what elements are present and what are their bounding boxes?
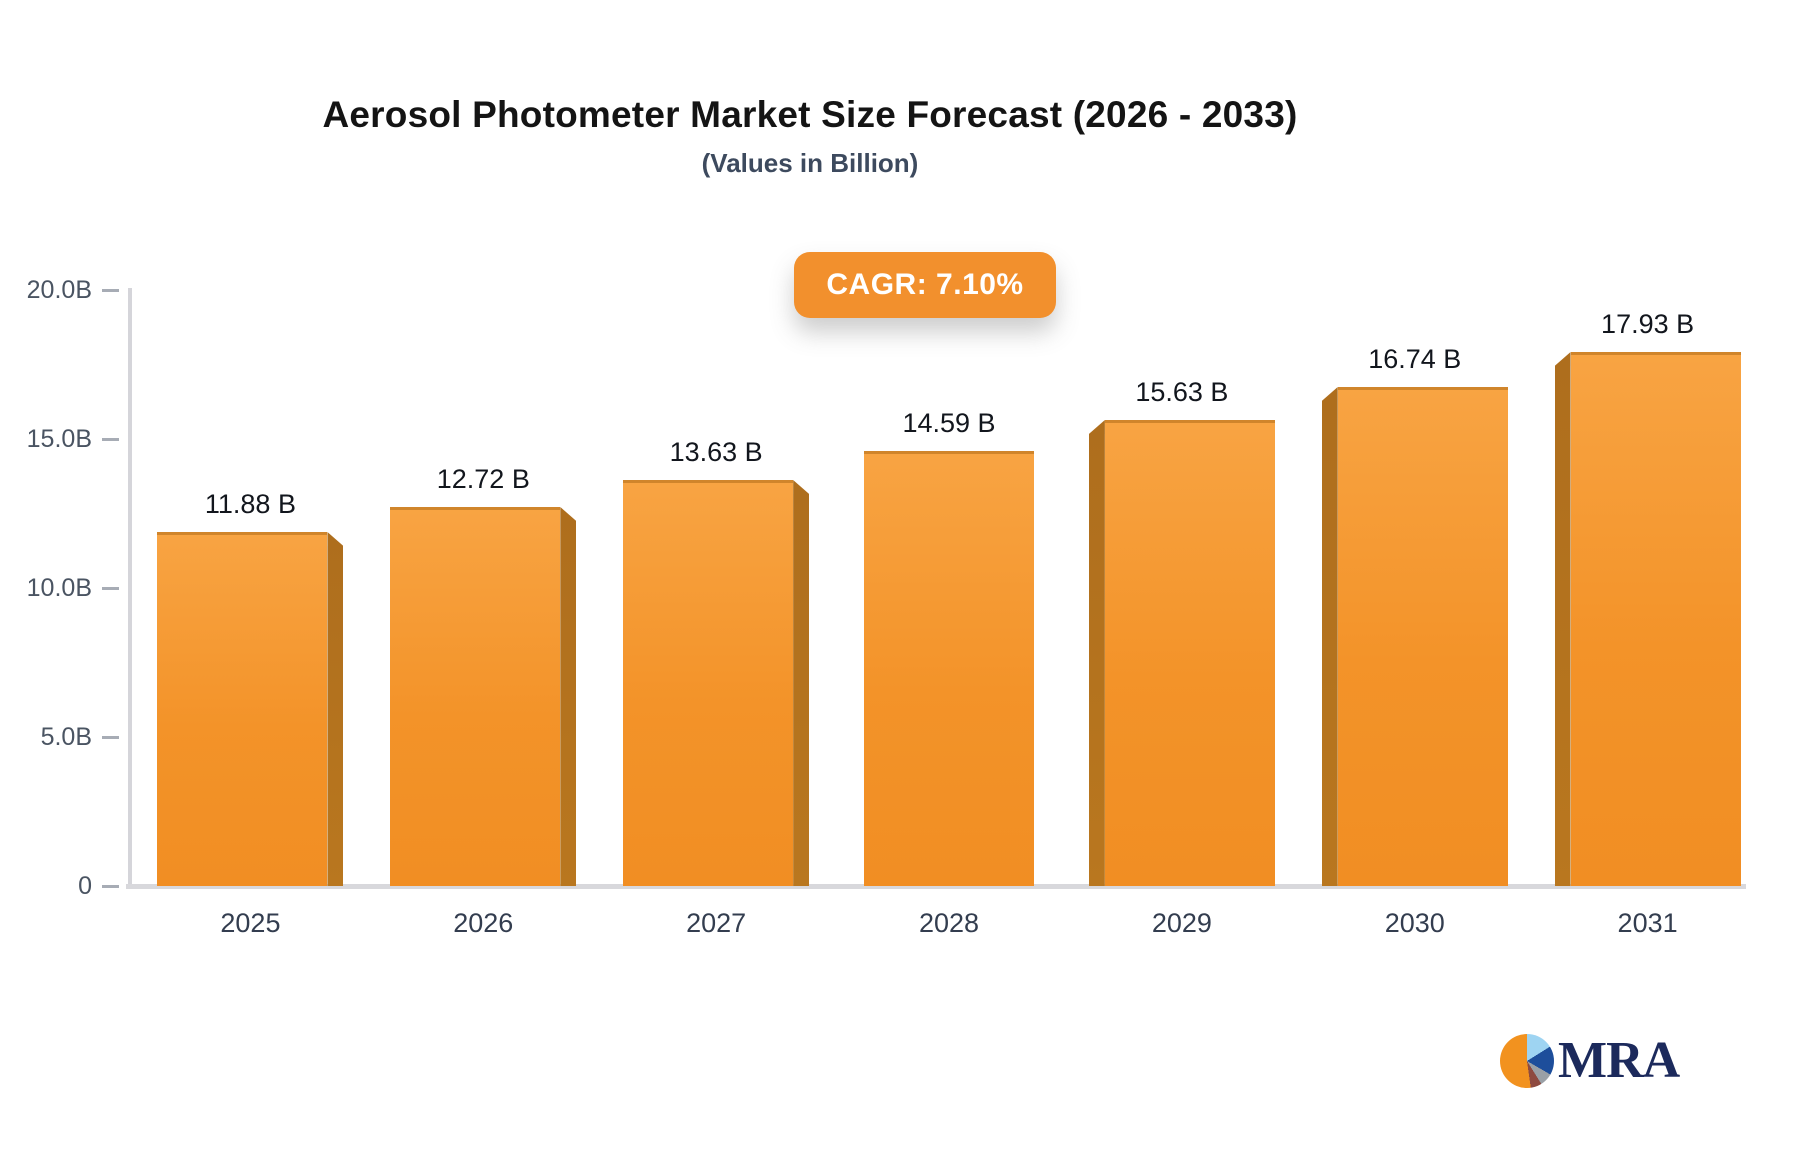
bar-column-2027: 13.63 B 2027 [600,246,833,938]
bar-value-label: 14.59 B [902,408,996,438]
bar-side-face [560,507,577,886]
bar-value-label: 13.63 B [669,437,763,467]
x-tick-label: 2028 [918,908,980,938]
y-tick-label: 10.0B [26,574,92,602]
x-tick-label: 2029 [1151,908,1212,938]
bar-2027 [623,480,810,886]
bar-value-label: 11.88 B [204,489,296,519]
bar-column-2030: 16.74 B 2030 [1298,246,1531,938]
y-tick-dash [102,587,119,590]
bar-value-label: 15.63 B [1135,377,1229,407]
y-tick-dash [102,289,119,292]
bar-column-2025: 11.88 B 2025 [134,246,367,938]
bar-column-2029: 15.63 B 2029 [1065,246,1298,938]
cagr-badge: CAGR: 7.10% [794,252,1056,318]
y-tick-label: 0 [78,872,92,900]
chart-title: Aerosol Photometer Market Size Forecast … [322,94,1298,135]
bar-2031 [1554,352,1741,886]
bar-2025 [157,532,344,886]
y-tick-label: 5.0B [40,723,92,751]
bar-front-face [864,451,1034,886]
bar-column-2031: 17.93 B 2031 [1531,246,1764,938]
x-tick-label: 2030 [1384,908,1445,938]
bar-front-face [623,480,794,886]
bars-area: 11.88 B 2025 12.72 B 2026 13.63 B 2027 14.59 B… [134,246,1764,938]
bar-side-face [793,480,810,886]
bar-side-face [327,532,344,886]
bar-side-face [1088,420,1105,886]
bar-2029 [1088,420,1275,886]
y-tick-dash [102,438,119,441]
x-tick-label: 2027 [686,908,747,938]
x-tick-label: 2025 [220,908,281,938]
y-tick-dash [102,885,119,888]
bar-column-2026: 12.72 B 2026 [367,246,600,938]
bar-2028 [864,451,1034,886]
bar-side-face [1554,352,1571,886]
brand-name: MRA [1558,1032,1680,1089]
bar-column-2028: 14.59 B 2028 [833,246,1066,938]
x-axis-line [126,884,1746,889]
bar-value-label: 12.72 B [436,464,530,494]
bar-value-label: 16.74 B [1368,344,1462,374]
x-tick-label: 2026 [453,908,514,938]
bar-front-face [390,507,561,886]
x-tick-label: 2031 [1617,908,1678,938]
y-axis-line [128,288,132,886]
chart-subtitle: (Values in Billion) [701,148,919,178]
brand-logo: MRA [1500,1032,1680,1089]
bar-value-label: 17.93 B [1601,309,1695,339]
bar-side-face [1321,387,1338,886]
bar-2026 [390,507,577,886]
bar-front-face [157,532,328,886]
bar-front-face [1337,387,1508,886]
bar-front-face [1104,420,1275,886]
y-tick-dash [102,736,119,739]
pie-chart-logo-icon [1500,1034,1554,1088]
y-tick-label: 20.0B [26,276,92,304]
bar-front-face [1570,352,1741,886]
bar-2030 [1321,387,1508,886]
y-tick-label: 15.0B [26,425,92,453]
